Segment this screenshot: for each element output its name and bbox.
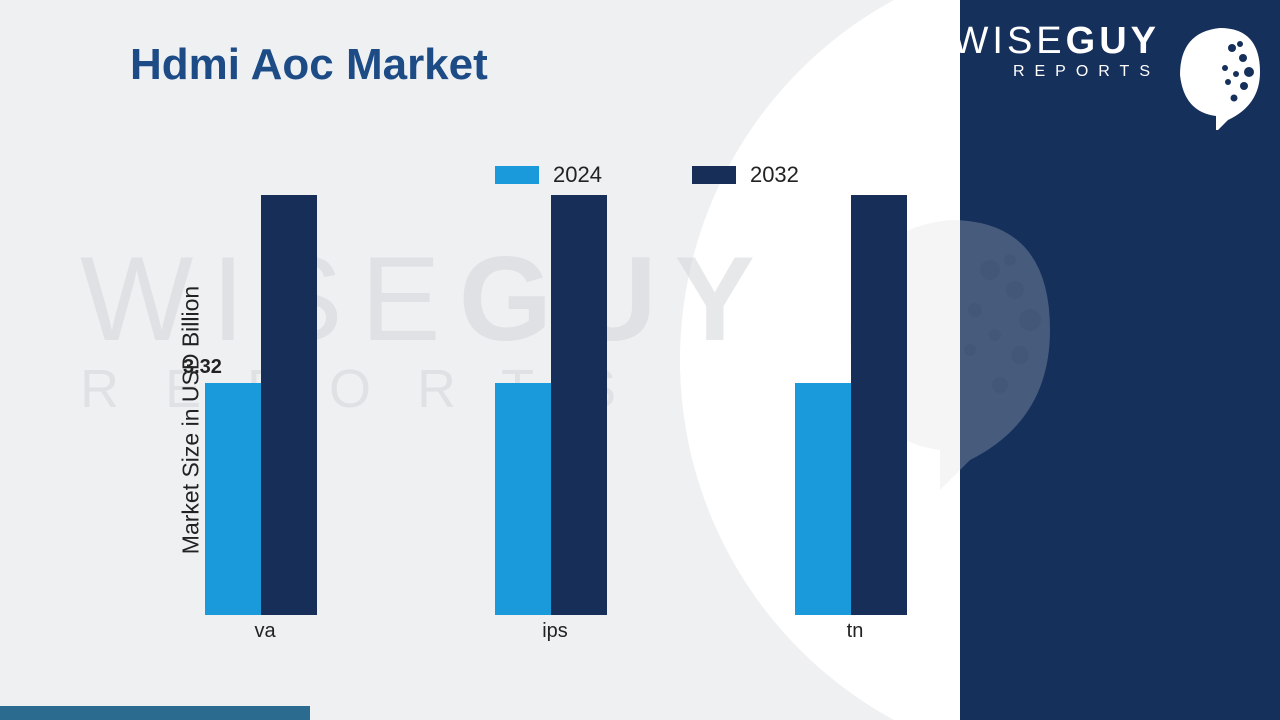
brand-head-icon <box>1170 20 1270 130</box>
bar <box>795 383 851 615</box>
x-axis-label: va <box>205 620 325 643</box>
bar <box>495 383 551 615</box>
bottom-accent-bar <box>0 706 310 720</box>
brand-sub: REPORTS <box>953 64 1160 80</box>
bar <box>551 195 607 615</box>
stage: WISEGUY REPORTS Hdmi Aoc Market 2024 203… <box>0 0 1280 720</box>
brand-logo: WISEGUY REPORTS <box>953 22 1160 80</box>
legend-item-2032: 2032 <box>692 162 799 188</box>
x-axis-label: ips <box>495 620 615 643</box>
legend: 2024 2032 <box>495 162 799 188</box>
x-axis-label: tn <box>795 620 915 643</box>
legend-swatch-2024 <box>495 166 539 184</box>
chart-area: Market Size in USD Billion vaipstn3.32 <box>95 195 925 645</box>
legend-label-2024: 2024 <box>553 162 602 188</box>
chart-title: Hdmi Aoc Market <box>130 40 488 90</box>
plot-area: vaipstn3.32 <box>125 195 925 615</box>
bar <box>851 195 907 615</box>
value-label: 3.32 <box>183 356 222 379</box>
legend-item-2024: 2024 <box>495 162 602 188</box>
brand-main-bold: GUY <box>1066 20 1160 62</box>
bar <box>261 195 317 615</box>
bar <box>205 383 261 615</box>
legend-label-2032: 2032 <box>750 162 799 188</box>
legend-swatch-2032 <box>692 166 736 184</box>
brand-main-light: WISE <box>953 20 1066 62</box>
